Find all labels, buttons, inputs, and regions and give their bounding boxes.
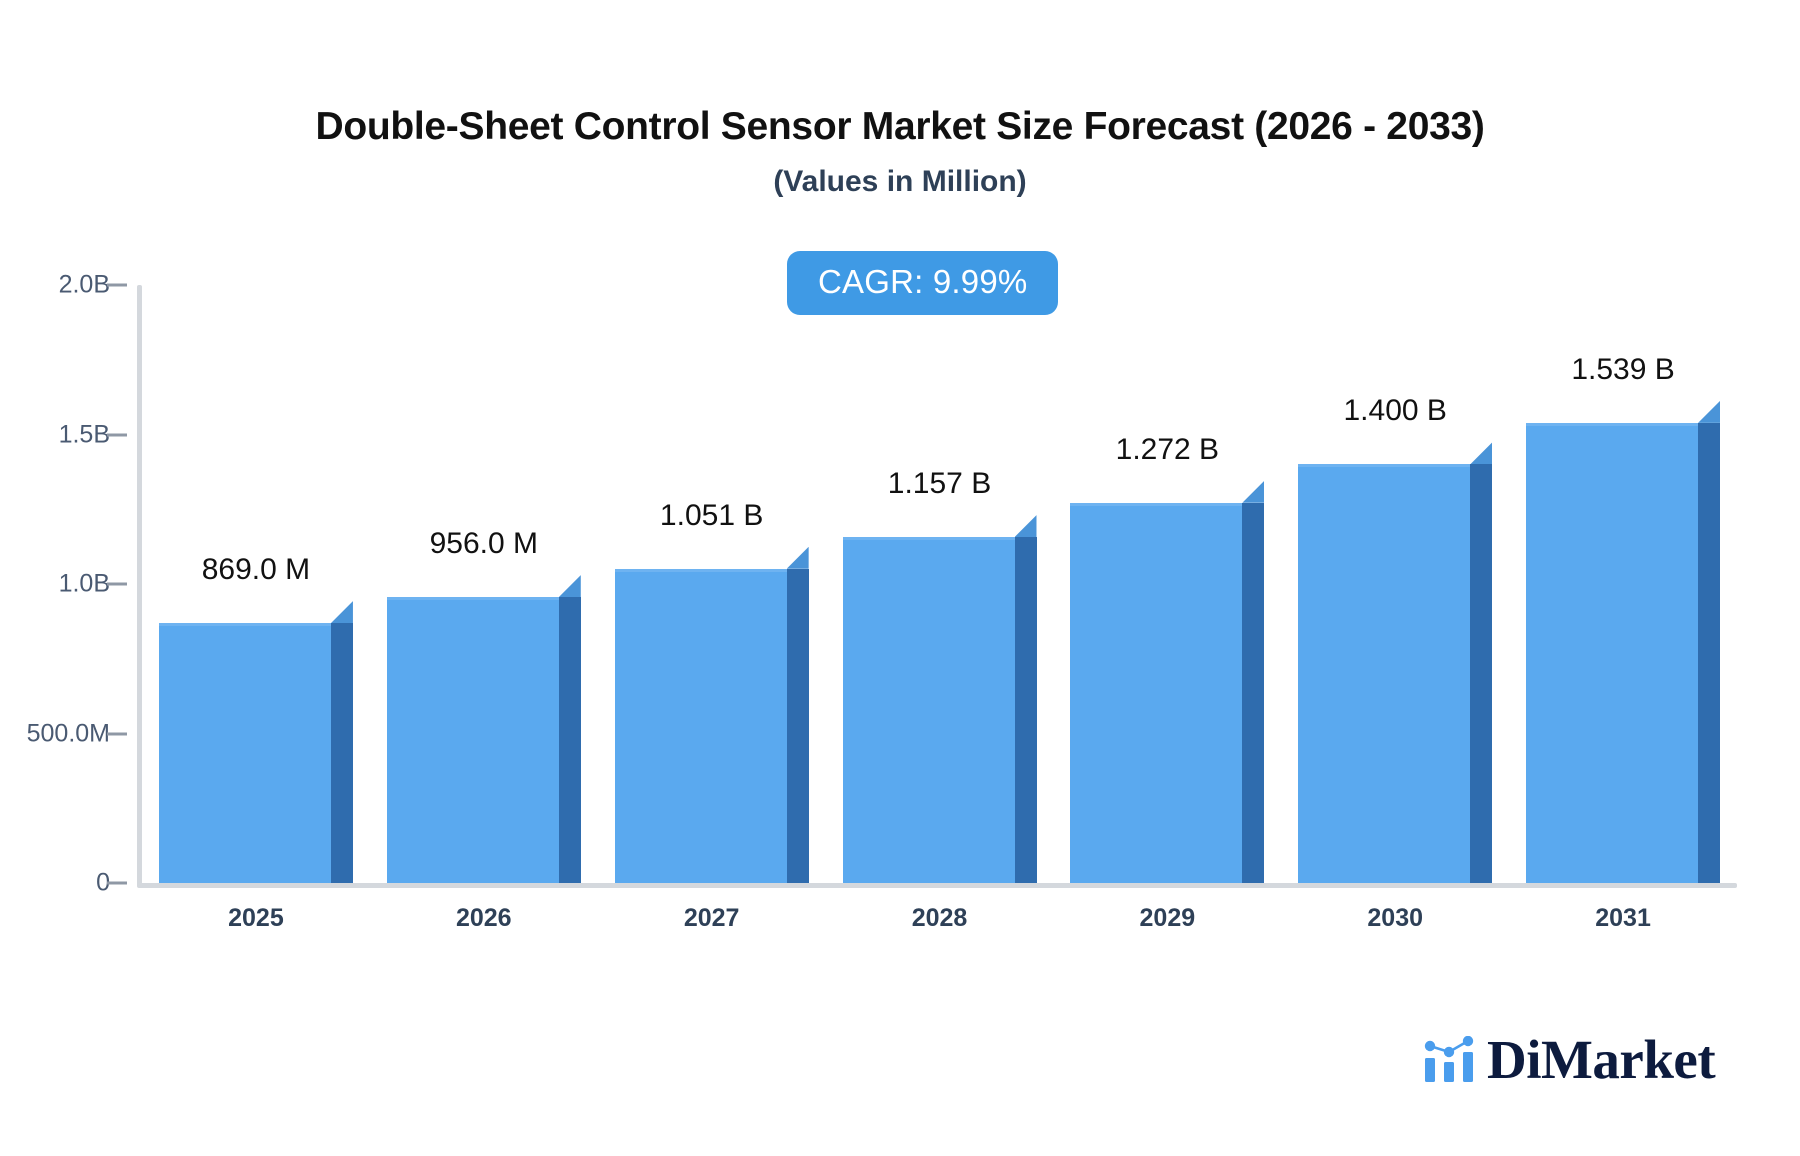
bar-side-face: [330, 623, 353, 883]
bar-value-label: 1.157 B: [887, 467, 992, 501]
y-axis-tick-mark: [107, 582, 127, 586]
chart-subtitle: (Values in Million): [773, 165, 1027, 198]
bar-2031: [1526, 400, 1721, 883]
bar-top-face: [1470, 442, 1493, 465]
bar-front-face: [158, 623, 331, 883]
y-axis-tick-label: 1.0B: [58, 569, 110, 598]
y-axis-line: [137, 285, 142, 886]
y-axis-tick-mark: [107, 881, 127, 885]
y-axis-tick-label: 500.0M: [26, 719, 110, 747]
y-axis-tick-label: 1.5B: [58, 420, 110, 448]
bar-front-face: [1070, 502, 1243, 883]
bar-2030: [1298, 442, 1493, 883]
bar-front-face: [1298, 464, 1471, 883]
bar-value-label: 1.539 B: [1571, 352, 1675, 386]
bar-top-face: [786, 546, 809, 569]
bar-value-label: 869.0 M: [201, 553, 311, 587]
y-axis-tick-mark: [107, 283, 127, 287]
page-title: Double-Sheet Control Sensor Market Size …: [315, 105, 1485, 148]
bar-side-face: [1698, 422, 1721, 883]
x-axis-tick-label: 2029: [1139, 904, 1196, 932]
bar-value-label: 1.051 B: [659, 498, 764, 532]
bar-top-face: [558, 575, 581, 598]
y-axis-tick-label: 0: [96, 868, 110, 897]
x-axis-tick-label: 2028: [911, 904, 968, 932]
x-axis-tick-label: 2027: [683, 904, 740, 932]
y-axis-tick-label: 2.0B: [58, 270, 110, 299]
bar-2028: [842, 515, 1037, 883]
bar-2029: [1070, 480, 1265, 883]
logo-wordmark: DiMarket: [1487, 1029, 1716, 1090]
bar-top-face: [1014, 515, 1037, 538]
bar-top-face: [1242, 480, 1265, 503]
bar-side-face: [1014, 537, 1037, 883]
bar-top-face: [1698, 400, 1721, 423]
bar-front-face: [614, 568, 787, 883]
bar-front-face: [842, 537, 1015, 883]
dimarket-logo: DiMarket: [1423, 1029, 1716, 1090]
bar-2025: [158, 601, 353, 883]
y-axis-tick-mark: [107, 433, 127, 436]
bar-side-face: [1470, 464, 1493, 883]
bar-2027: [614, 546, 809, 883]
bar-side-face: [1242, 502, 1265, 883]
bar-value-label: 956.0 M: [429, 527, 538, 561]
bar-value-label: 1.400 B: [1343, 394, 1447, 428]
bar-2026: [386, 575, 581, 883]
bar-value-label: 1.272 B: [1115, 432, 1220, 466]
bar-side-face: [786, 568, 809, 883]
x-axis-tick-label: 2026: [455, 904, 512, 932]
cagr-badge: CAGR: 9.99%: [787, 251, 1059, 315]
x-axis-tick-label: 2030: [1367, 904, 1424, 932]
x-axis-line: [137, 883, 1737, 888]
x-axis-tick-label: 2025: [228, 904, 284, 932]
bar-top-face: [330, 601, 353, 624]
x-axis-tick-label: 2031: [1595, 904, 1651, 932]
bar-front-face: [1526, 422, 1699, 883]
bar-side-face: [558, 597, 581, 883]
bar-front-face: [386, 597, 559, 883]
y-axis-tick-mark: [107, 732, 127, 735]
bar-chart-icon: [1423, 1035, 1475, 1084]
